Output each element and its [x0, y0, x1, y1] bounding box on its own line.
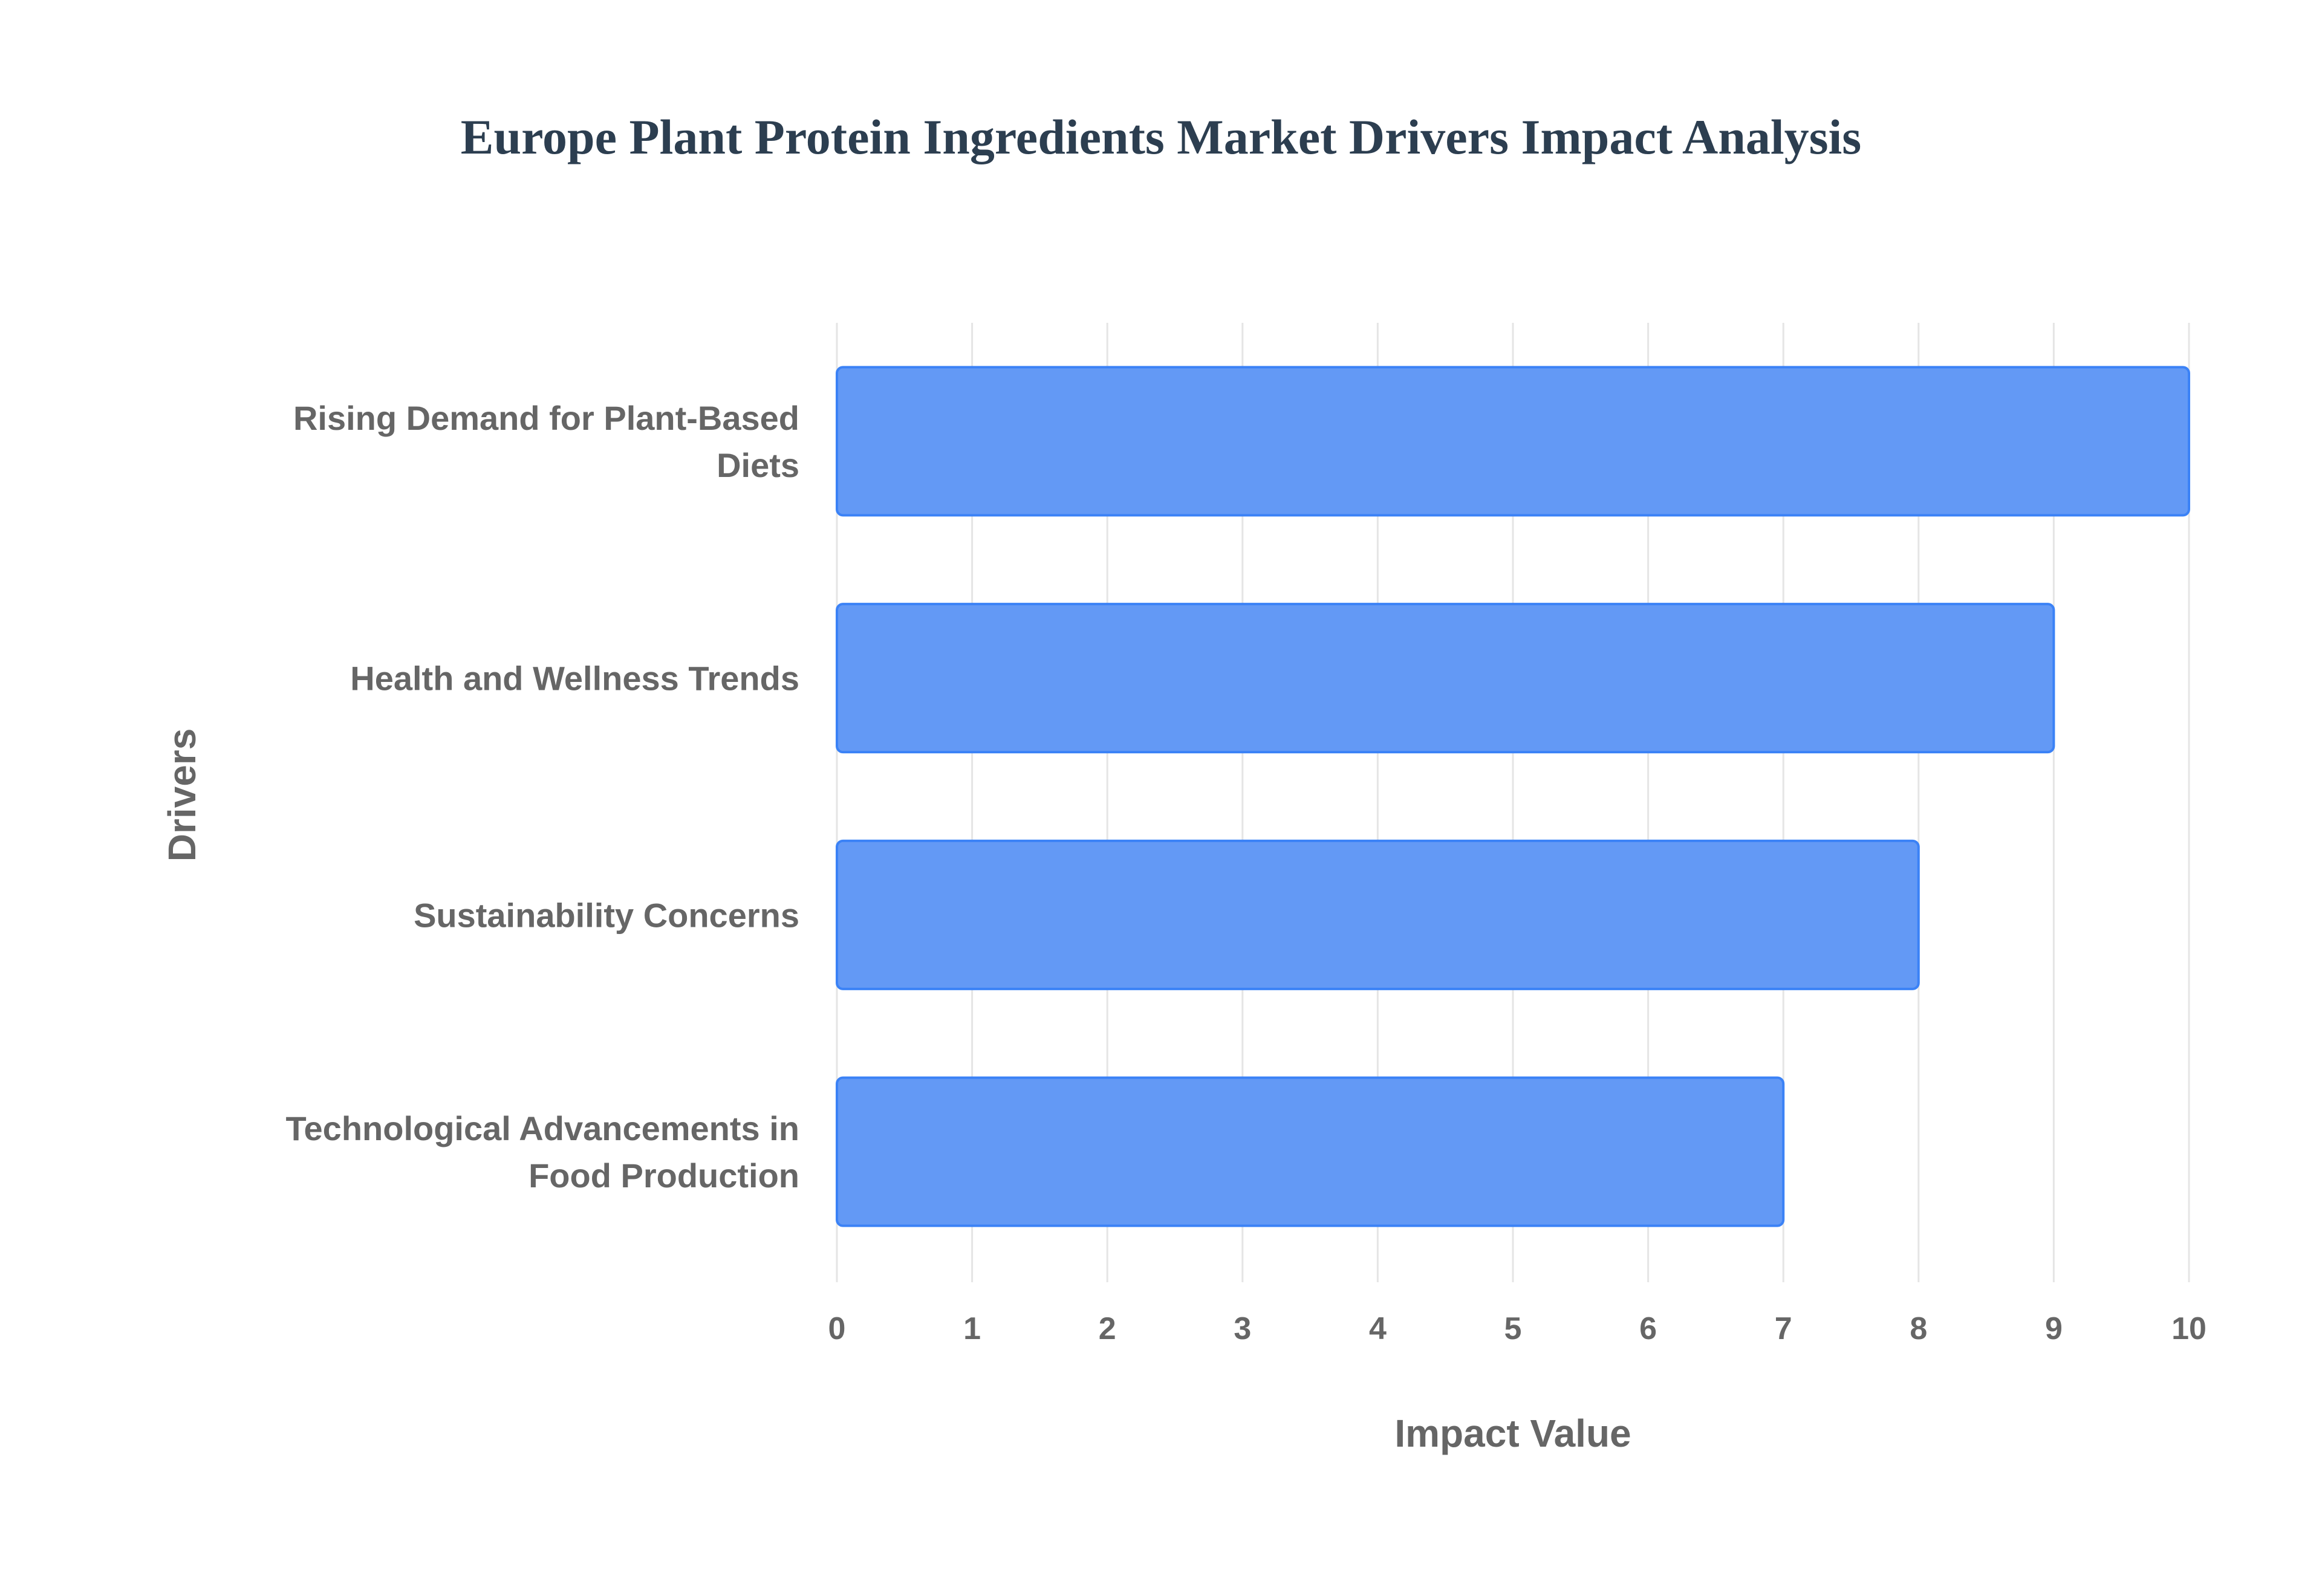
- chart-title: Europe Plant Protein Ingredients Market …: [460, 109, 1862, 164]
- bar: [836, 366, 2190, 517]
- x-tick-label: 9: [2045, 1311, 2063, 1346]
- y-category-label: Rising Demand for Plant-Based: [293, 399, 799, 437]
- x-axis-title: Impact Value: [1394, 1412, 1631, 1455]
- y-category-label: Diets: [717, 446, 799, 484]
- x-tick-label: 7: [1775, 1311, 1792, 1346]
- x-tick-label: 4: [1369, 1311, 1387, 1346]
- x-tick-label: 1: [963, 1311, 981, 1346]
- y-category-label: Sustainability Concerns: [414, 896, 799, 934]
- x-tick-label: 0: [828, 1311, 846, 1346]
- bar: [836, 603, 2055, 754]
- y-category-label: Technological Advancements in: [285, 1109, 799, 1147]
- x-tick-label: 5: [1504, 1311, 1522, 1346]
- y-category-label: Health and Wellness Trends: [350, 660, 799, 698]
- y-axis-title: Drivers: [160, 728, 204, 862]
- bar: [836, 839, 1920, 990]
- x-tick-label: 8: [1910, 1311, 1927, 1346]
- bar: [836, 1076, 1785, 1227]
- y-category-label: Food Production: [528, 1156, 799, 1195]
- x-tick-label: 3: [1234, 1311, 1251, 1346]
- x-tick-label: 10: [2171, 1311, 2207, 1346]
- x-tick-label: 2: [1099, 1311, 1116, 1346]
- x-tick-label: 6: [1639, 1311, 1657, 1346]
